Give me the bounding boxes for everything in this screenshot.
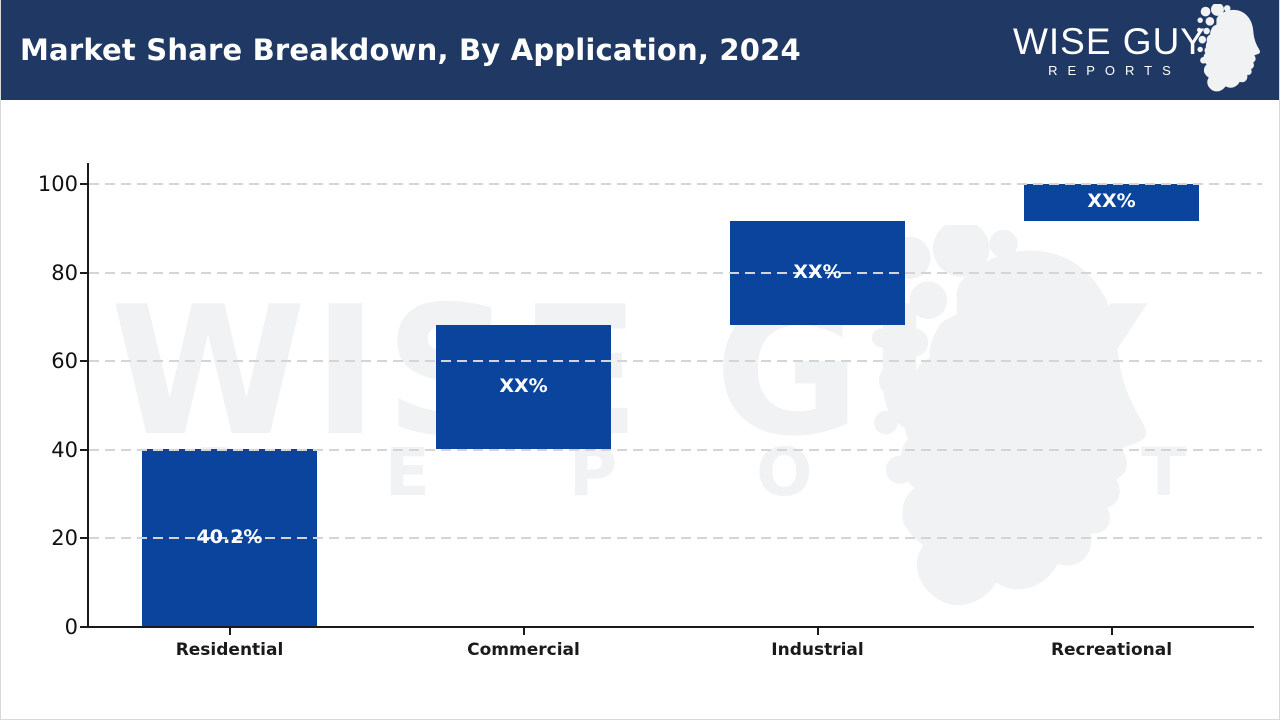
brand-logo-text: WISE GUY REPORTS bbox=[1013, 23, 1206, 77]
x-category-label-residential: Residential bbox=[175, 640, 284, 660]
y-tick-20 bbox=[80, 537, 88, 540]
bar-label-industrial: XX% bbox=[793, 260, 842, 283]
gridline-y20 bbox=[89, 537, 1262, 540]
y-tick-label-20: 20 bbox=[51, 526, 78, 551]
y-tick-label-100: 100 bbox=[37, 172, 78, 196]
y-axis-line bbox=[87, 163, 89, 628]
x-category-label-recreational: Recreational bbox=[1050, 640, 1173, 660]
gridline-y60 bbox=[89, 360, 1262, 363]
header-bar: Market Share Breakdown, By Application, … bbox=[0, 0, 1280, 100]
y-tick-label-60: 60 bbox=[51, 349, 78, 374]
gridline-y80 bbox=[89, 271, 1262, 274]
brand-name: WISE GUY bbox=[1012, 21, 1206, 62]
x-tick-residential bbox=[228, 628, 231, 635]
y-tick-label-80: 80 bbox=[51, 260, 78, 285]
y-tick-60 bbox=[80, 360, 88, 363]
gridline-y40 bbox=[89, 448, 1262, 451]
gridline-y100 bbox=[89, 183, 1262, 185]
bar-label-recreational: XX% bbox=[1087, 190, 1136, 213]
x-tick-commercial bbox=[522, 628, 525, 635]
y-tick-label-40: 40 bbox=[51, 437, 78, 462]
chart-title: Market Share Breakdown, By Application, … bbox=[20, 33, 801, 67]
bar-label-commercial: XX% bbox=[499, 374, 548, 397]
y-tick-100 bbox=[80, 183, 88, 185]
y-tick-80 bbox=[80, 271, 88, 274]
y-tick-40 bbox=[80, 448, 88, 451]
bar-commercial bbox=[436, 324, 611, 449]
brand-subname: REPORTS bbox=[1048, 63, 1181, 78]
x-category-label-industrial: Industrial bbox=[771, 640, 864, 660]
y-tick-label-0: 0 bbox=[64, 615, 78, 639]
x-axis-line bbox=[87, 626, 1254, 628]
x-tick-recreational bbox=[1110, 628, 1113, 635]
y-tick-0 bbox=[80, 626, 88, 628]
watermark-face-icon bbox=[871, 225, 1147, 606]
brand-logo: WISE GUY REPORTS bbox=[1013, 0, 1270, 100]
x-category-label-commercial: Commercial bbox=[467, 640, 580, 660]
bar-recreational bbox=[1024, 184, 1199, 221]
x-tick-industrial bbox=[816, 628, 819, 635]
bar-label-residential: 40.2% bbox=[196, 525, 263, 548]
